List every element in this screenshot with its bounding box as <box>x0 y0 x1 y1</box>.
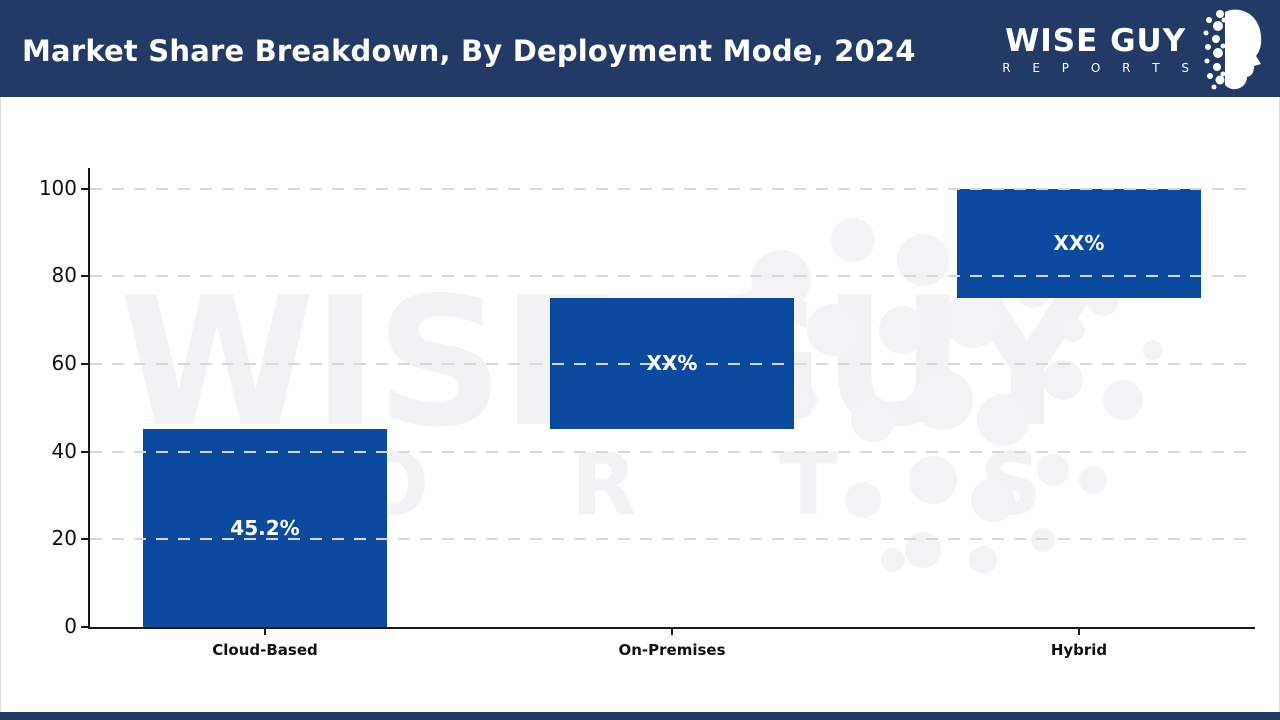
y-axis-tick <box>81 538 88 541</box>
y-tick-label: 20 <box>51 526 77 551</box>
y-axis-tick <box>81 187 88 190</box>
gridline <box>90 538 1255 541</box>
bar-value-label: XX% <box>646 351 698 376</box>
y-axis-line <box>88 168 90 629</box>
y-tick-label: 100 <box>38 175 77 200</box>
bar-value-label: 45.2% <box>230 515 300 540</box>
bar <box>957 188 1201 299</box>
x-axis-tick <box>1078 628 1080 635</box>
logo-subtitle: R E P O R T S <box>1002 61 1198 75</box>
header-bar: Market Share Breakdown, By Deployment Mo… <box>0 0 1280 97</box>
logo-text: WISE GUY R E P O R T S <box>993 23 1198 75</box>
x-axis-tick <box>671 628 673 635</box>
y-axis-tick <box>81 626 88 628</box>
y-tick-label: 60 <box>51 350 77 375</box>
bar-value-label: XX% <box>1053 231 1105 256</box>
logo-wordmark: WISE GUY <box>1005 23 1187 59</box>
y-axis-tick <box>81 362 88 365</box>
y-tick-label: 0 <box>64 614 77 638</box>
wise-guy-reports-logo: WISE GUY R E P O R T S <box>993 4 1264 94</box>
x-axis-line <box>88 627 1255 629</box>
chart-title: Market Share Breakdown, By Deployment Mo… <box>22 34 916 68</box>
logo-face-icon <box>1203 9 1262 90</box>
x-category-label: Hybrid <box>1050 641 1108 659</box>
y-axis-tick <box>81 275 88 278</box>
x-category-label: Cloud-Based <box>212 641 318 659</box>
y-axis-tick <box>81 450 88 453</box>
x-category-label: On-Premises <box>618 641 726 659</box>
gridline <box>90 275 1255 278</box>
gridline <box>90 362 1255 365</box>
y-tick-label: 40 <box>51 438 77 463</box>
x-axis-tick <box>264 628 266 635</box>
gridline <box>90 450 1255 453</box>
gridline <box>90 187 1255 190</box>
footer-bar <box>0 712 1280 720</box>
bar <box>143 428 387 627</box>
chart-area: WISE GUY P O R T S 02040608010045.2%Clou… <box>0 97 1280 712</box>
y-tick-label: 80 <box>51 263 77 288</box>
